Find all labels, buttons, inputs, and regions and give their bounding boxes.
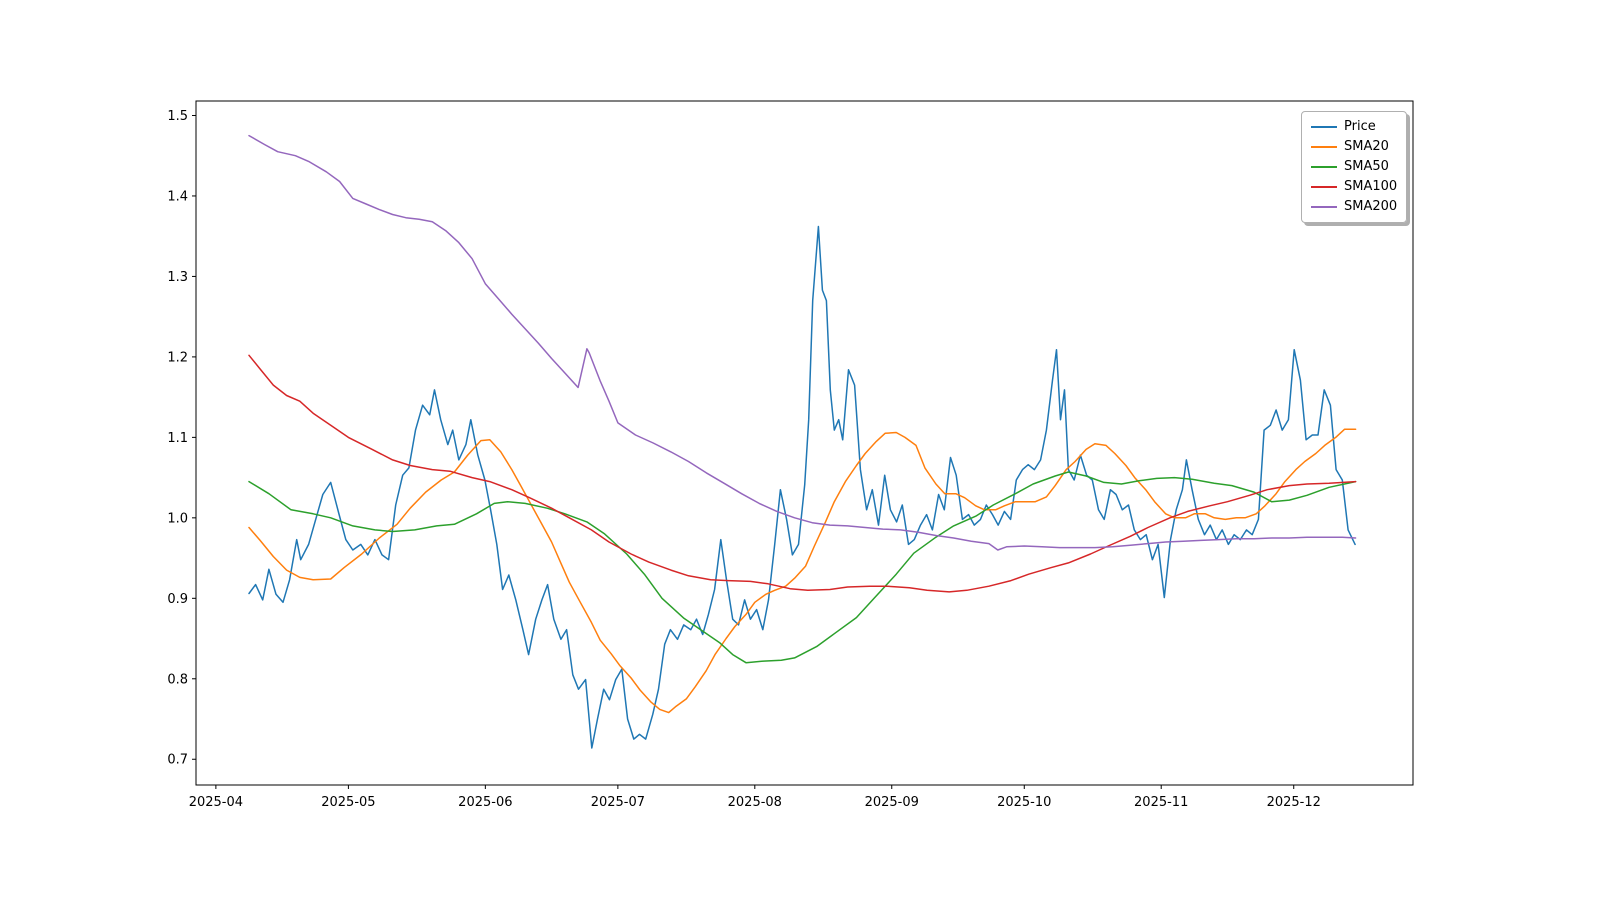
y-tick-label: 1.4 bbox=[167, 189, 188, 204]
legend-label-sma200: SMA200 bbox=[1344, 199, 1398, 214]
legend-item-price: Price bbox=[1311, 117, 1397, 137]
x-tick-label: 2025-07 bbox=[591, 795, 645, 810]
series-line-price bbox=[248, 225, 1356, 749]
x-tick-label: 2025-05 bbox=[321, 795, 375, 810]
x-tick-label: 2025-10 bbox=[997, 795, 1051, 810]
legend-line-swatch-sma100 bbox=[1311, 186, 1337, 188]
legend-label-sma20: SMA20 bbox=[1344, 139, 1389, 154]
x-tick-label: 2025-11 bbox=[1134, 795, 1188, 810]
x-tick-label: 2025-04 bbox=[189, 795, 243, 810]
y-tick-label: 1.2 bbox=[167, 350, 188, 365]
y-tick-label: 1.1 bbox=[167, 431, 188, 446]
legend: Price SMA20 SMA50 SMA100 SMA200 bbox=[1301, 111, 1408, 223]
series-line-sma50 bbox=[248, 471, 1357, 664]
series-line-sma200 bbox=[248, 134, 1357, 551]
x-tick-label: 2025-12 bbox=[1267, 795, 1321, 810]
x-tick-label: 2025-06 bbox=[458, 795, 512, 810]
y-tick-label: 0.9 bbox=[167, 592, 188, 607]
series-line-sma20 bbox=[248, 428, 1357, 714]
axes-frame bbox=[195, 100, 1414, 786]
legend-label-sma50: SMA50 bbox=[1344, 159, 1389, 174]
series-line-sma100 bbox=[248, 354, 1357, 593]
legend-item-sma100: SMA100 bbox=[1311, 177, 1397, 197]
legend-line-swatch-sma20 bbox=[1311, 146, 1337, 148]
legend-line-swatch-price bbox=[1311, 126, 1337, 128]
y-tick-label: 0.7 bbox=[167, 753, 188, 768]
y-tick-label: 1.3 bbox=[167, 270, 188, 285]
legend-label-sma100: SMA100 bbox=[1344, 179, 1398, 194]
x-tick-label: 2025-09 bbox=[865, 795, 919, 810]
legend-item-sma200: SMA200 bbox=[1311, 197, 1397, 217]
legend-line-swatch-sma50 bbox=[1311, 166, 1337, 168]
legend-label-price: Price bbox=[1344, 119, 1376, 134]
legend-item-sma50: SMA50 bbox=[1311, 157, 1397, 177]
legend-line-swatch-sma200 bbox=[1311, 206, 1337, 208]
legend-item-sma20: SMA20 bbox=[1311, 137, 1397, 157]
x-tick-label: 2025-08 bbox=[728, 795, 782, 810]
y-tick-label: 1.5 bbox=[167, 109, 188, 124]
y-tick-label: 0.8 bbox=[167, 672, 188, 687]
y-tick-label: 1.0 bbox=[167, 511, 188, 526]
